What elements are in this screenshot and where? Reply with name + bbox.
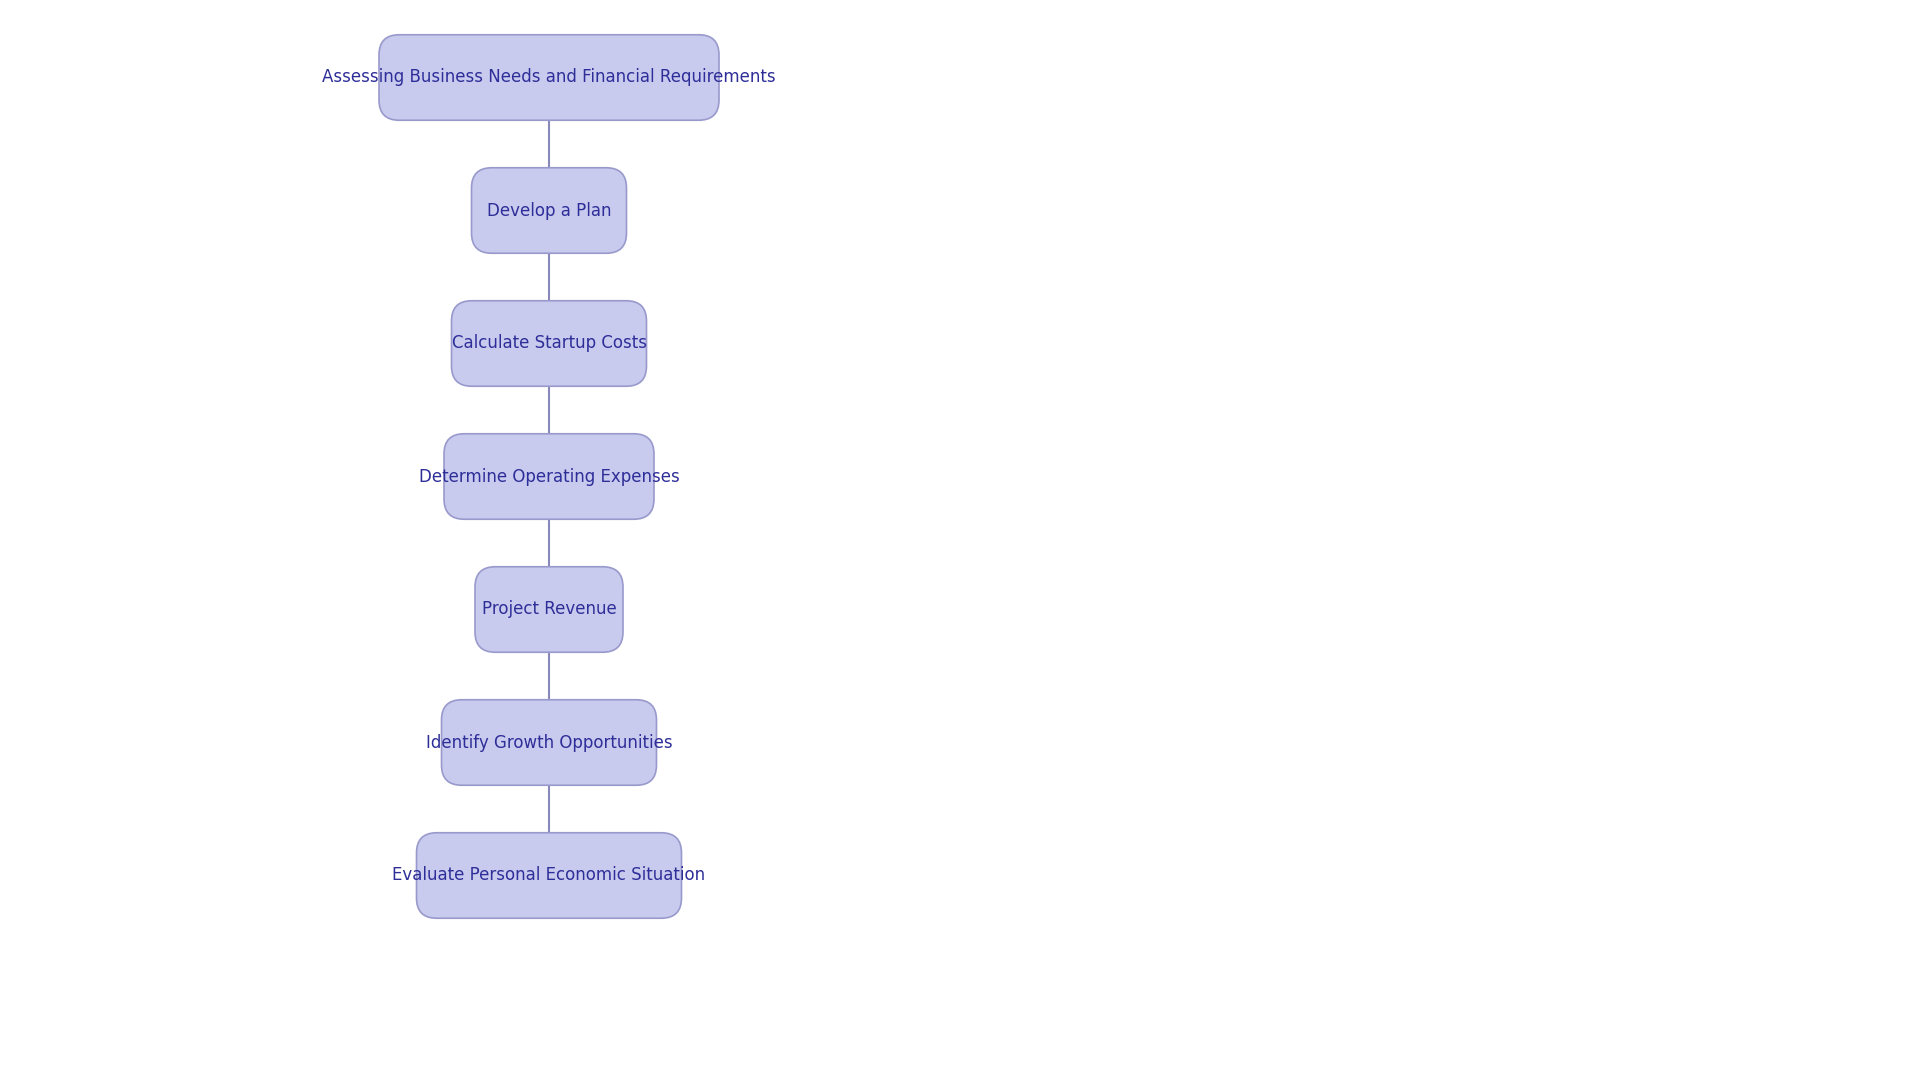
FancyBboxPatch shape (442, 700, 657, 785)
Text: Assessing Business Needs and Financial Requirements: Assessing Business Needs and Financial R… (323, 68, 776, 87)
FancyBboxPatch shape (451, 301, 647, 387)
FancyBboxPatch shape (417, 833, 682, 918)
Text: Project Revenue: Project Revenue (482, 600, 616, 618)
Text: Calculate Startup Costs: Calculate Startup Costs (451, 335, 647, 352)
FancyBboxPatch shape (472, 168, 626, 253)
FancyBboxPatch shape (474, 566, 622, 652)
Text: Identify Growth Opportunities: Identify Growth Opportunities (426, 733, 672, 752)
FancyBboxPatch shape (378, 35, 718, 120)
Text: Determine Operating Expenses: Determine Operating Expenses (419, 468, 680, 485)
Text: Evaluate Personal Economic Situation: Evaluate Personal Economic Situation (392, 866, 705, 885)
Text: Develop a Plan: Develop a Plan (488, 201, 611, 220)
FancyBboxPatch shape (444, 434, 655, 519)
